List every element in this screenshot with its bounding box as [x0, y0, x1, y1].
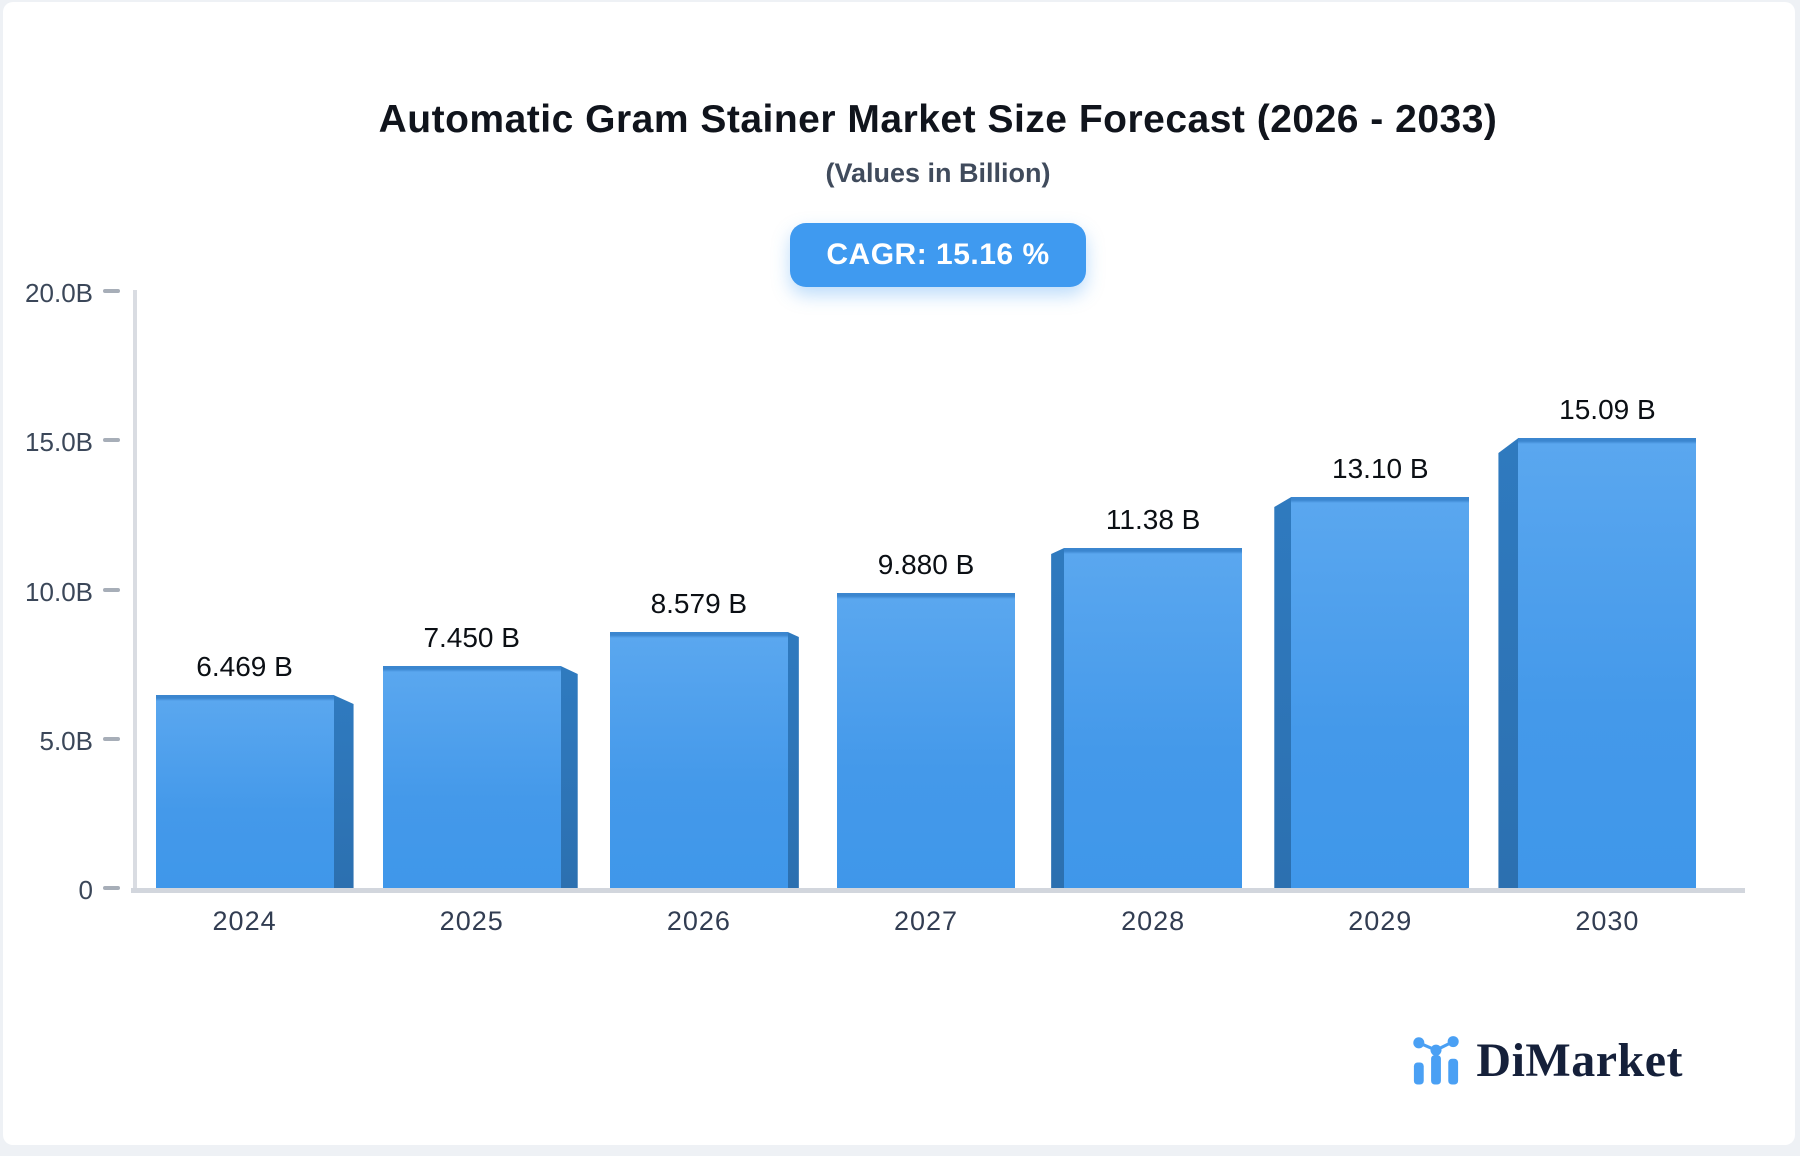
bar-side-face: [1274, 497, 1292, 888]
bars-area: 6.469 B 7.450 B 8.579 B 9.880 B 11.38 B 13.10…: [131, 2, 1721, 888]
x-axis-label-2024: 2024: [212, 906, 277, 936]
bar-chart-plot: 20.0B 15.0B 10.0B 5.0B 0 6.469 B 7.450 B 8.579…: [3, 2, 1795, 1145]
bar-front-face: [837, 593, 1015, 888]
y-axis-tick-label: 10.0B: [25, 576, 93, 607]
y-axis-tick: [103, 886, 120, 890]
x-axis-label-2030: 2030: [1575, 906, 1640, 936]
chart-subtitle: (Values in Billion): [825, 158, 1051, 188]
bar-front-face: [609, 632, 788, 888]
y-axis-tick: [103, 438, 120, 443]
bar-value-label: 13.10 B: [1332, 453, 1429, 484]
y-axis-tick: [103, 289, 120, 293]
bar-2027: 9.880 B: [837, 533, 1015, 888]
x-axis-line: [131, 888, 1745, 893]
bar-value-label: 7.450 B: [423, 622, 520, 653]
bar-front-face: [382, 666, 561, 888]
bar-side-face: [560, 666, 578, 888]
chart-header: Automatic Gram Stainer Market Size Forec…: [133, 2, 1743, 287]
y-axis-tick-label: 20.0B: [25, 278, 93, 308]
bar-2024: 6.469 B: [155, 635, 354, 888]
y-axis-tick-label: 15.0B: [25, 427, 93, 458]
bar-front-face: [1291, 497, 1470, 888]
chart-title: Automatic Gram Stainer Market Size Forec…: [378, 98, 1498, 141]
bar-value-label: 6.469 B: [196, 651, 293, 682]
bar-2028: 11.38 B: [1051, 488, 1243, 888]
x-axis-label-2029: 2029: [1348, 906, 1413, 936]
bar-value-label: 8.579 B: [650, 588, 748, 619]
bar-2025: 7.450 B: [382, 606, 578, 888]
brand-logo: DiMarket: [1409, 1028, 1683, 1092]
y-axis-line: [133, 290, 137, 890]
bar-side-face: [787, 632, 799, 888]
x-axis-label-2027: 2027: [893, 906, 959, 936]
bar-value-label: 9.880 B: [877, 549, 975, 580]
x-axis-label-2025: 2025: [439, 906, 504, 936]
cagr-badge: CAGR: 15.16 %: [790, 223, 1086, 287]
bar-front-face: [1518, 438, 1697, 888]
bar-chart-dots-icon: [1413, 1036, 1460, 1085]
brand-logo-text: DiMarket: [1476, 1033, 1683, 1087]
bar-side-face: [1498, 438, 1519, 888]
x-axis-label-2026: 2026: [666, 906, 731, 936]
bar-front-face: [155, 695, 334, 888]
y-axis-tick: [103, 736, 120, 741]
y-axis-tick-label: 0: [78, 875, 93, 905]
y-axis-tick: [103, 587, 120, 592]
x-axis-label-2028: 2028: [1121, 906, 1186, 936]
bar-2026: 8.579 B: [609, 572, 799, 888]
bar-value-label: 15.09 B: [1559, 394, 1656, 425]
bar-value-label: 11.38 B: [1105, 504, 1201, 535]
chart-card: Automatic Gram Stainer Market Size Forec…: [3, 2, 1795, 1145]
y-axis-tick-label: 5.0B: [39, 725, 94, 756]
bar-2030: 15.09 B: [1498, 378, 1697, 888]
bar-side-face: [333, 695, 354, 888]
bar-2029: 13.10 B: [1274, 437, 1470, 888]
bar-side-face: [1051, 548, 1065, 888]
bar-front-face: [1064, 548, 1243, 888]
